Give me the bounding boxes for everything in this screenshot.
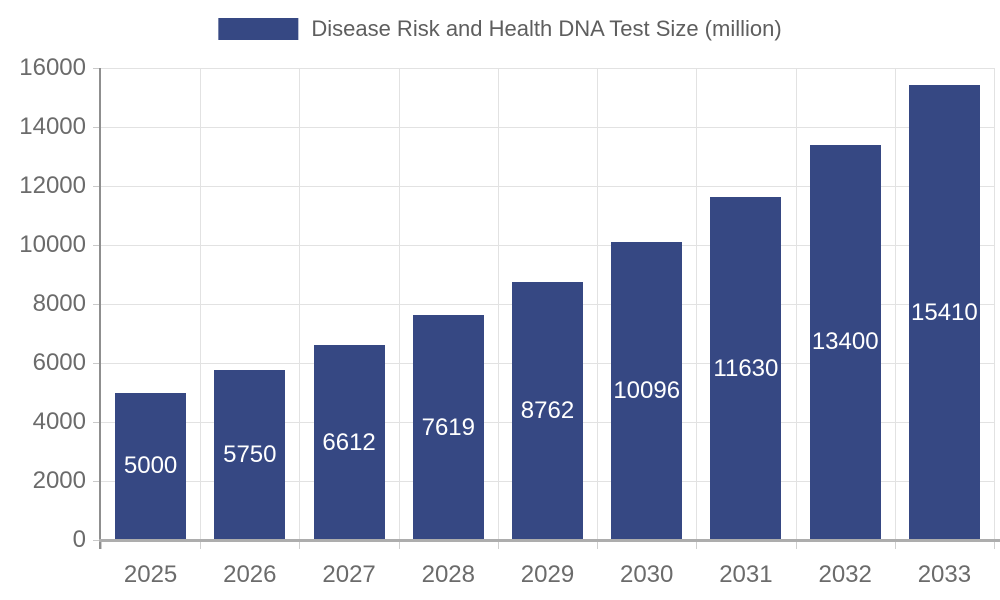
y-gridline	[101, 245, 994, 246]
y-gridline	[101, 127, 994, 128]
x-axis-tick	[497, 540, 499, 549]
bar-2033[interactable]	[908, 85, 980, 539]
x-axis-label: 2025	[123, 561, 178, 588]
bar-2025[interactable]	[115, 392, 187, 539]
x-axis-tick	[795, 540, 797, 549]
bar-value-label: 6612	[322, 428, 376, 456]
bar-value-label: 10096	[613, 377, 681, 405]
y-axis-label: 14000	[19, 113, 86, 140]
bar-value-label: 13400	[811, 328, 879, 356]
x-gridline	[200, 68, 202, 540]
x-axis-tick	[597, 540, 599, 549]
y-axis-label: 12000	[19, 172, 86, 199]
x-gridline	[497, 68, 499, 540]
y-axis-tick	[93, 186, 101, 187]
x-gridline	[894, 68, 896, 540]
bar-2026[interactable]	[214, 370, 286, 539]
bar-value-label: 11630	[713, 354, 779, 382]
bar-2028[interactable]	[412, 315, 484, 539]
y-axis-tick	[93, 245, 101, 246]
x-gridline	[696, 68, 698, 540]
x-axis-tick	[994, 540, 995, 549]
bar-value-label: 7619	[421, 413, 475, 441]
x-axis-label: 2031	[719, 561, 773, 588]
y-gridline	[101, 186, 994, 187]
x-axis-tick	[696, 540, 698, 549]
y-axis-tick	[93, 363, 101, 364]
legend-label: Disease Risk and Health DNA Test Size (m…	[311, 16, 782, 41]
x-gridline	[597, 68, 599, 540]
y-axis-line	[99, 68, 101, 549]
y-axis-label: 10000	[19, 231, 86, 258]
y-axis-label: 16000	[19, 54, 86, 81]
bar-2032[interactable]	[809, 144, 881, 539]
bar-2029[interactable]	[512, 281, 583, 539]
bar-value-label: 8762	[520, 396, 575, 424]
bar-value-label: 5000	[123, 452, 178, 480]
legend-item[interactable]: Disease Risk and Health DNA Test Size (m…	[218, 16, 782, 42]
x-axis-tick	[398, 540, 400, 549]
y-axis-tick	[93, 127, 101, 128]
x-axis-label: 2028	[421, 561, 475, 588]
x-axis-label: 2033	[917, 561, 972, 588]
legend-swatch-icon	[218, 18, 299, 40]
x-axis-tick	[101, 540, 102, 549]
bar-value-label: 15410	[911, 298, 978, 326]
x-axis-tick	[200, 540, 202, 549]
x-axis-label: 2027	[322, 561, 376, 588]
x-axis-label: 2030	[619, 561, 674, 588]
x-gridline	[299, 68, 301, 540]
y-axis-label: 8000	[32, 290, 86, 317]
x-axis-tick	[299, 540, 301, 549]
y-axis-label: 2000	[32, 467, 86, 494]
x-axis-line	[99, 539, 1000, 542]
y-axis-tick	[93, 540, 101, 541]
x-gridline	[994, 68, 995, 540]
y-axis-tick	[93, 68, 101, 69]
y-axis-label: 4000	[32, 408, 86, 435]
y-gridline	[101, 68, 994, 69]
x-axis-label: 2032	[818, 561, 872, 588]
y-axis-tick	[93, 481, 101, 482]
x-axis-tick	[894, 540, 896, 549]
bar-2027[interactable]	[313, 344, 385, 539]
bar-2030[interactable]	[611, 242, 683, 539]
x-gridline	[398, 68, 400, 540]
y-axis-tick	[93, 304, 101, 305]
bar-value-label: 5750	[223, 441, 277, 469]
y-axis-tick	[93, 422, 101, 423]
x-axis-label: 2029	[520, 561, 575, 588]
x-axis-label: 2026	[223, 561, 277, 588]
x-gridline	[795, 68, 797, 540]
y-axis-label: 0	[72, 526, 86, 553]
y-axis-label: 6000	[32, 349, 86, 376]
bar-2031[interactable]	[710, 196, 782, 539]
